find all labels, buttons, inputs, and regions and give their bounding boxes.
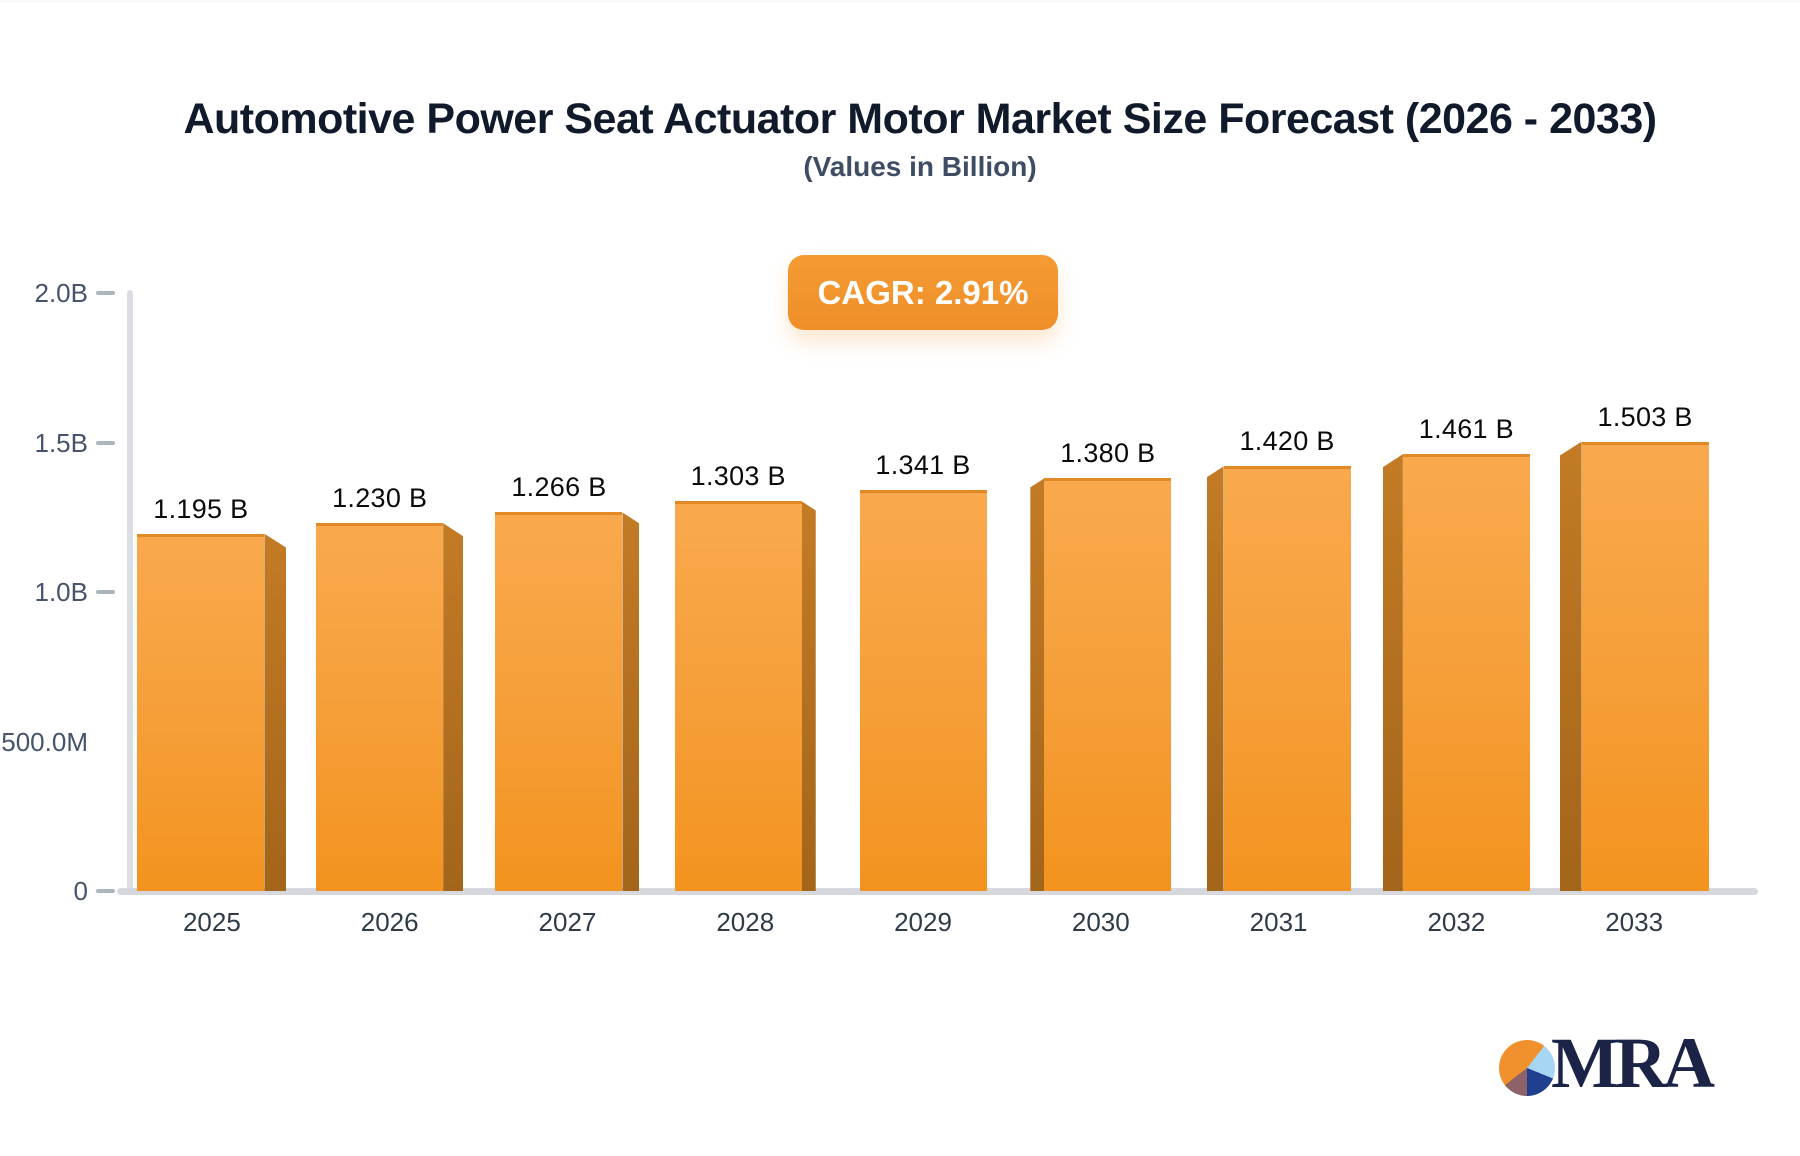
bar-face	[1402, 454, 1530, 891]
bar-2032: 1.461 B	[1382, 414, 1530, 891]
pie-chart-icon	[1499, 1040, 1555, 1096]
bar-side-3d	[1206, 466, 1224, 891]
y-tick-label: 500.0M	[1, 726, 88, 757]
bar-group-2026: 1.230 B 2026	[301, 293, 479, 937]
bar-group-2031: 1.420 B 2031	[1190, 293, 1368, 937]
bar-2031: 1.420 B	[1206, 426, 1351, 891]
bar-group-2029: 1.341 B 2029	[834, 293, 1012, 937]
bar-group-2028: 1.303 B 2028	[656, 293, 834, 937]
cagr-badge-label: CAGR: 2.91%	[817, 273, 1029, 311]
bar-group-2030: 1.380 B 2030	[1012, 293, 1190, 937]
x-axis-label-2030: 2030	[1071, 907, 1130, 937]
bar-side-3d	[1382, 454, 1403, 891]
x-axis-label-2031: 2031	[1249, 907, 1308, 937]
bar-side-3d	[1559, 441, 1582, 891]
bar-2030: 1.380 B	[1030, 438, 1172, 891]
x-axis-label-2032: 2032	[1427, 907, 1486, 937]
bar-2029: 1.341 B	[859, 450, 987, 891]
x-axis-label-2029: 2029	[894, 907, 952, 937]
bar-face	[1223, 466, 1351, 891]
x-axis-label-2033: 2033	[1605, 907, 1664, 937]
bar-group-2025: 1.195 B 2025	[123, 293, 301, 937]
bar-face	[859, 490, 987, 891]
cagr-badge: CAGR: 2.91%	[788, 255, 1058, 330]
brand-logo: MRA	[1499, 1027, 1715, 1099]
bar-face	[316, 523, 444, 891]
bar-value-label: 1.303 B	[690, 461, 786, 492]
chart-subtitle: (Values in Billion)	[803, 151, 1037, 182]
x-axis-label-2025: 2025	[182, 907, 241, 937]
x-axis-label-2028: 2028	[716, 907, 775, 937]
brand-logo-text: MRA	[1551, 1023, 1715, 1103]
bar-group-2033: 1.503 B 2033	[1545, 293, 1723, 937]
x-axis-label-2027: 2027	[538, 907, 597, 937]
bar-value-label: 1.266 B	[511, 472, 607, 503]
bar-group-2032: 1.461 B 2032	[1367, 293, 1545, 937]
bar-face	[1044, 478, 1172, 891]
bar-value-label: 1.341 B	[875, 450, 971, 481]
bar-face	[495, 512, 623, 891]
y-axis-line	[127, 290, 133, 893]
bar-value-label: 1.380 B	[1060, 438, 1156, 469]
y-tick-dash	[96, 889, 115, 893]
bar-value-label: 1.230 B	[332, 483, 428, 514]
y-tick-label: 1.0B	[34, 577, 89, 607]
y-tick-label: 0	[73, 876, 88, 906]
bar-side-3d	[622, 512, 640, 891]
bar-2026: 1.230 B	[316, 483, 464, 891]
bars-plot-area: 1.195 B 2025 1.230 B 2026 1.266 B 2027 1.303 B…	[123, 293, 1723, 937]
bar-value-label: 1.503 B	[1597, 401, 1693, 432]
chart-title: Automotive Power Seat Actuator Motor Mar…	[183, 95, 1657, 143]
bar-face	[674, 501, 802, 891]
bar-2033: 1.503 B	[1559, 402, 1709, 891]
x-axis-line	[117, 888, 1758, 895]
y-tick-label: 1.5B	[34, 427, 89, 458]
y-tick-label: 2.0B	[34, 278, 89, 308]
bar-face	[137, 533, 265, 891]
bar-value-label: 1.420 B	[1239, 426, 1335, 457]
y-tick-dash	[96, 440, 115, 445]
bar-face	[1581, 441, 1709, 891]
bar-value-label: 1.195 B	[153, 493, 249, 524]
bar-side-3d	[443, 523, 464, 891]
bar-side-3d	[264, 533, 287, 891]
x-axis-label-2026: 2026	[360, 907, 419, 937]
bar-side-3d	[801, 501, 816, 891]
bar-side-3d	[1030, 478, 1045, 891]
bar-2025: 1.195 B	[137, 494, 287, 891]
bar-2027: 1.266 B	[495, 472, 640, 891]
bar-value-label: 1.461 B	[1418, 414, 1514, 445]
y-tick-dash	[96, 590, 115, 594]
y-tick-dash	[96, 291, 115, 295]
bar-2028: 1.303 B	[674, 461, 816, 891]
bar-group-2027: 1.266 B 2027	[479, 293, 657, 937]
